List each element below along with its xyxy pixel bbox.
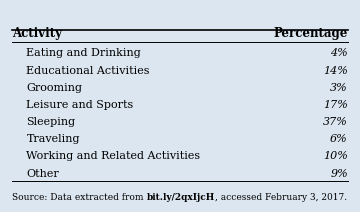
Text: 9%: 9% bbox=[330, 169, 348, 179]
Text: 17%: 17% bbox=[323, 100, 348, 110]
Text: Traveling: Traveling bbox=[26, 134, 80, 144]
Text: Leisure and Sports: Leisure and Sports bbox=[26, 100, 134, 110]
Text: Activity: Activity bbox=[12, 27, 62, 40]
Text: , accessed February 3, 2017.: , accessed February 3, 2017. bbox=[215, 193, 347, 202]
Text: bit.ly/2qxIjcH: bit.ly/2qxIjcH bbox=[147, 193, 215, 202]
Text: Source: Data extracted from: Source: Data extracted from bbox=[12, 193, 147, 202]
Text: 14%: 14% bbox=[323, 66, 348, 76]
Text: Working and Related Activities: Working and Related Activities bbox=[26, 151, 201, 161]
Text: 6%: 6% bbox=[330, 134, 348, 144]
Text: 37%: 37% bbox=[323, 117, 348, 127]
Text: 10%: 10% bbox=[323, 151, 348, 161]
Text: Eating and Drinking: Eating and Drinking bbox=[26, 49, 141, 59]
Text: 3%: 3% bbox=[330, 83, 348, 93]
Text: Grooming: Grooming bbox=[26, 83, 82, 93]
Text: Educational Activities: Educational Activities bbox=[26, 66, 150, 76]
Text: Percentage: Percentage bbox=[274, 27, 348, 40]
Text: 4%: 4% bbox=[330, 49, 348, 59]
Text: Sleeping: Sleeping bbox=[26, 117, 76, 127]
Text: Other: Other bbox=[26, 169, 59, 179]
